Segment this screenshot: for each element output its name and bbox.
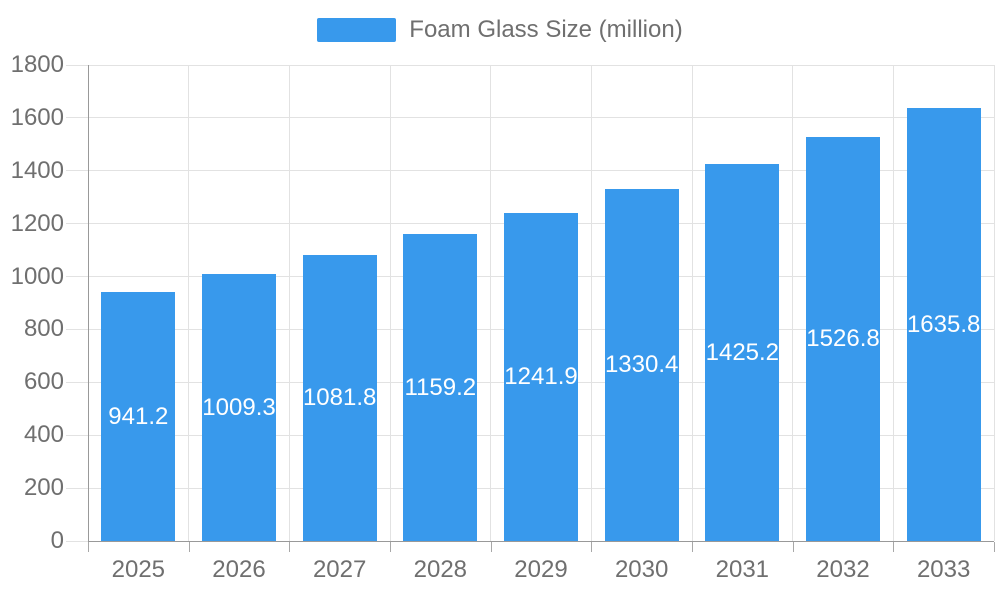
x-tick-label: 2031 — [715, 556, 770, 583]
bar[interactable] — [202, 274, 276, 541]
y-tick-label: 800 — [23, 315, 64, 343]
x-tick-label: 2030 — [614, 556, 669, 583]
y-gridline — [66, 117, 994, 119]
y-tick-label: 1200 — [10, 209, 64, 237]
x-axis-tick — [692, 542, 693, 552]
bar[interactable] — [504, 212, 578, 541]
y-gridline — [66, 64, 994, 66]
x-gridline — [691, 65, 693, 541]
bar[interactable] — [403, 234, 478, 541]
x-axis-tick — [188, 542, 190, 552]
x-gridline — [993, 65, 995, 541]
y-tick-label: 0 — [50, 527, 64, 554]
bar[interactable] — [302, 254, 377, 541]
y-tick-label: 400 — [23, 421, 64, 449]
legend-swatch — [317, 18, 397, 42]
x-gridline — [288, 65, 290, 541]
x-tick-label: 2025 — [111, 556, 166, 583]
x-gridline — [490, 65, 492, 541]
x-axis-tick — [893, 542, 895, 552]
x-gridline — [188, 65, 190, 541]
x-axis-tick — [792, 542, 794, 552]
x-tick-label: 2028 — [413, 556, 468, 583]
bar[interactable] — [705, 164, 780, 541]
plot-area: 941.2 1009.3 1081.8 1159.2 1241.9 1330.4 1425.… — [66, 64, 995, 542]
x-gridline — [389, 65, 391, 541]
x-tick-label: 2026 — [212, 556, 266, 583]
x-axis-line — [88, 541, 994, 542]
y-axis-line — [88, 65, 89, 552]
bar[interactable] — [906, 108, 981, 541]
x-axis-tick — [289, 542, 291, 552]
y-tick-label: 600 — [23, 368, 64, 396]
y-tick-label: 200 — [23, 474, 64, 502]
legend[interactable]: Foam Glass Size (million) — [0, 17, 1000, 43]
x-axis-tick — [591, 542, 593, 552]
y-tick-label: 1800 — [10, 51, 64, 78]
x-gridline — [590, 65, 592, 541]
y-tick-label: 1000 — [10, 262, 64, 290]
y-tick-label: 1600 — [10, 103, 64, 131]
bar[interactable] — [101, 292, 176, 541]
legend-label: Foam Glass Size (million) — [409, 16, 683, 43]
x-gridline — [892, 65, 894, 541]
x-tick-label: 2029 — [514, 556, 568, 583]
x-axis-tick — [88, 542, 89, 552]
y-gridline — [66, 170, 994, 172]
x-axis-tick — [994, 542, 995, 552]
x-axis-tick — [490, 542, 492, 552]
x-gridline — [792, 65, 794, 541]
x-axis-tick — [390, 542, 391, 552]
x-tick-label: 2032 — [816, 556, 870, 583]
y-tick-label: 1400 — [10, 156, 64, 184]
x-tick-label: 2027 — [312, 556, 367, 583]
bar[interactable] — [604, 189, 679, 541]
x-tick-label: 2033 — [916, 556, 971, 583]
bar[interactable] — [806, 137, 880, 541]
